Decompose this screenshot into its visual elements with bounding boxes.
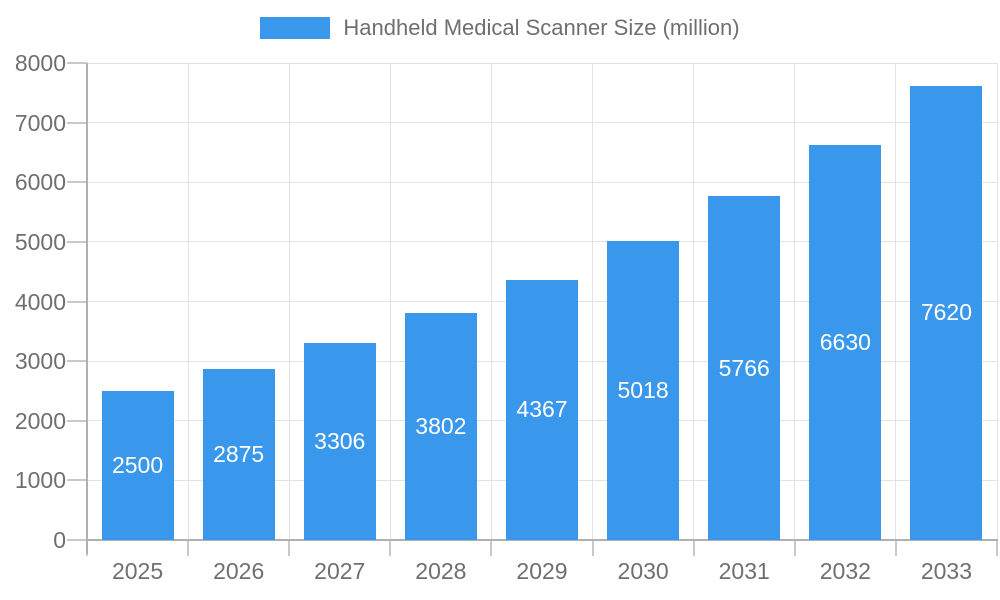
y-axis-tick-label: 2000: [14, 407, 66, 434]
x-axis-tick: [793, 541, 796, 556]
h-gridline: [87, 181, 997, 183]
bar-value-label: 2500: [111, 451, 164, 478]
legend: Handheld Medical Scanner Size (million): [0, 15, 1000, 41]
x-axis-tick: [692, 541, 695, 556]
v-gridline: [794, 63, 796, 540]
y-axis-tick-label: 5000: [14, 228, 66, 255]
y-axis-tick-label: 0: [53, 527, 66, 553]
x-axis-tick: [591, 541, 594, 556]
x-axis-tick: [187, 541, 190, 556]
bar: 2500: [101, 390, 174, 540]
bar-value-label: 2875: [213, 440, 265, 467]
bar: 5018: [607, 240, 680, 540]
v-gridline: [895, 63, 897, 540]
v-gridline: [996, 63, 998, 540]
y-axis-tick: [67, 360, 87, 363]
bar: 6630: [809, 144, 882, 540]
x-axis-category-label: 2026: [213, 558, 265, 584]
y-axis-tick-label: 4000: [14, 288, 66, 315]
x-axis-tick: [894, 541, 897, 556]
x-axis-tick: [288, 541, 291, 556]
x-axis-category-label: 2030: [617, 558, 669, 584]
v-gridline: [187, 63, 189, 540]
legend-swatch: [260, 17, 331, 39]
x-axis-category-label: 2029: [516, 558, 568, 584]
legend-label: Handheld Medical Scanner Size (million): [343, 15, 740, 40]
y-axis-tick-label: 8000: [14, 50, 66, 76]
y-axis-tick: [67, 62, 87, 64]
bar-value-label: 3306: [314, 427, 366, 454]
y-axis-tick-label: 6000: [14, 169, 66, 196]
bar: 5766: [708, 196, 781, 540]
x-axis-tick: [389, 541, 392, 556]
v-gridline: [693, 63, 695, 540]
v-gridline: [592, 63, 594, 540]
bar: 3306: [303, 342, 376, 540]
v-gridline: [389, 63, 391, 540]
x-axis-category-label: 2033: [920, 558, 973, 584]
h-gridline: [87, 241, 997, 243]
x-axis-line: [86, 539, 998, 541]
x-axis-category-label: 2031: [718, 558, 770, 584]
bar: 7620: [910, 85, 983, 540]
bar-value-label: 7620: [920, 299, 973, 326]
y-axis-tick: [67, 539, 87, 541]
x-axis-category-label: 2027: [314, 558, 366, 584]
y-axis-tick: [67, 479, 87, 482]
y-axis-tick-label: 7000: [14, 109, 66, 136]
x-axis-tick: [490, 541, 493, 556]
v-gridline: [490, 63, 492, 540]
bar-value-label: 6630: [819, 328, 871, 355]
y-axis-line: [86, 63, 88, 554]
bar: 4367: [506, 279, 578, 540]
x-axis-category-label: 2032: [819, 558, 871, 584]
bar-value-label: 5766: [718, 354, 770, 381]
bar-value-label: 5018: [617, 376, 669, 403]
y-axis-tick: [67, 300, 87, 303]
v-gridline: [288, 63, 290, 540]
y-axis-tick-label: 3000: [14, 348, 66, 375]
bar-value-label: 3802: [415, 413, 467, 440]
y-axis-tick: [67, 181, 87, 184]
x-axis-tick: [996, 541, 998, 556]
bar: 2875: [202, 368, 275, 540]
y-axis-tick: [67, 121, 87, 124]
bar: 3802: [404, 313, 477, 540]
x-axis-category-label: 2025: [111, 558, 164, 584]
bar-value-label: 4367: [516, 396, 568, 423]
x-axis-category-label: 2028: [415, 558, 467, 584]
y-axis-tick: [67, 419, 87, 422]
h-gridline: [87, 122, 997, 124]
h-gridline: [87, 62, 997, 64]
y-axis-tick: [67, 240, 87, 243]
y-axis-tick-label: 1000: [14, 467, 66, 494]
